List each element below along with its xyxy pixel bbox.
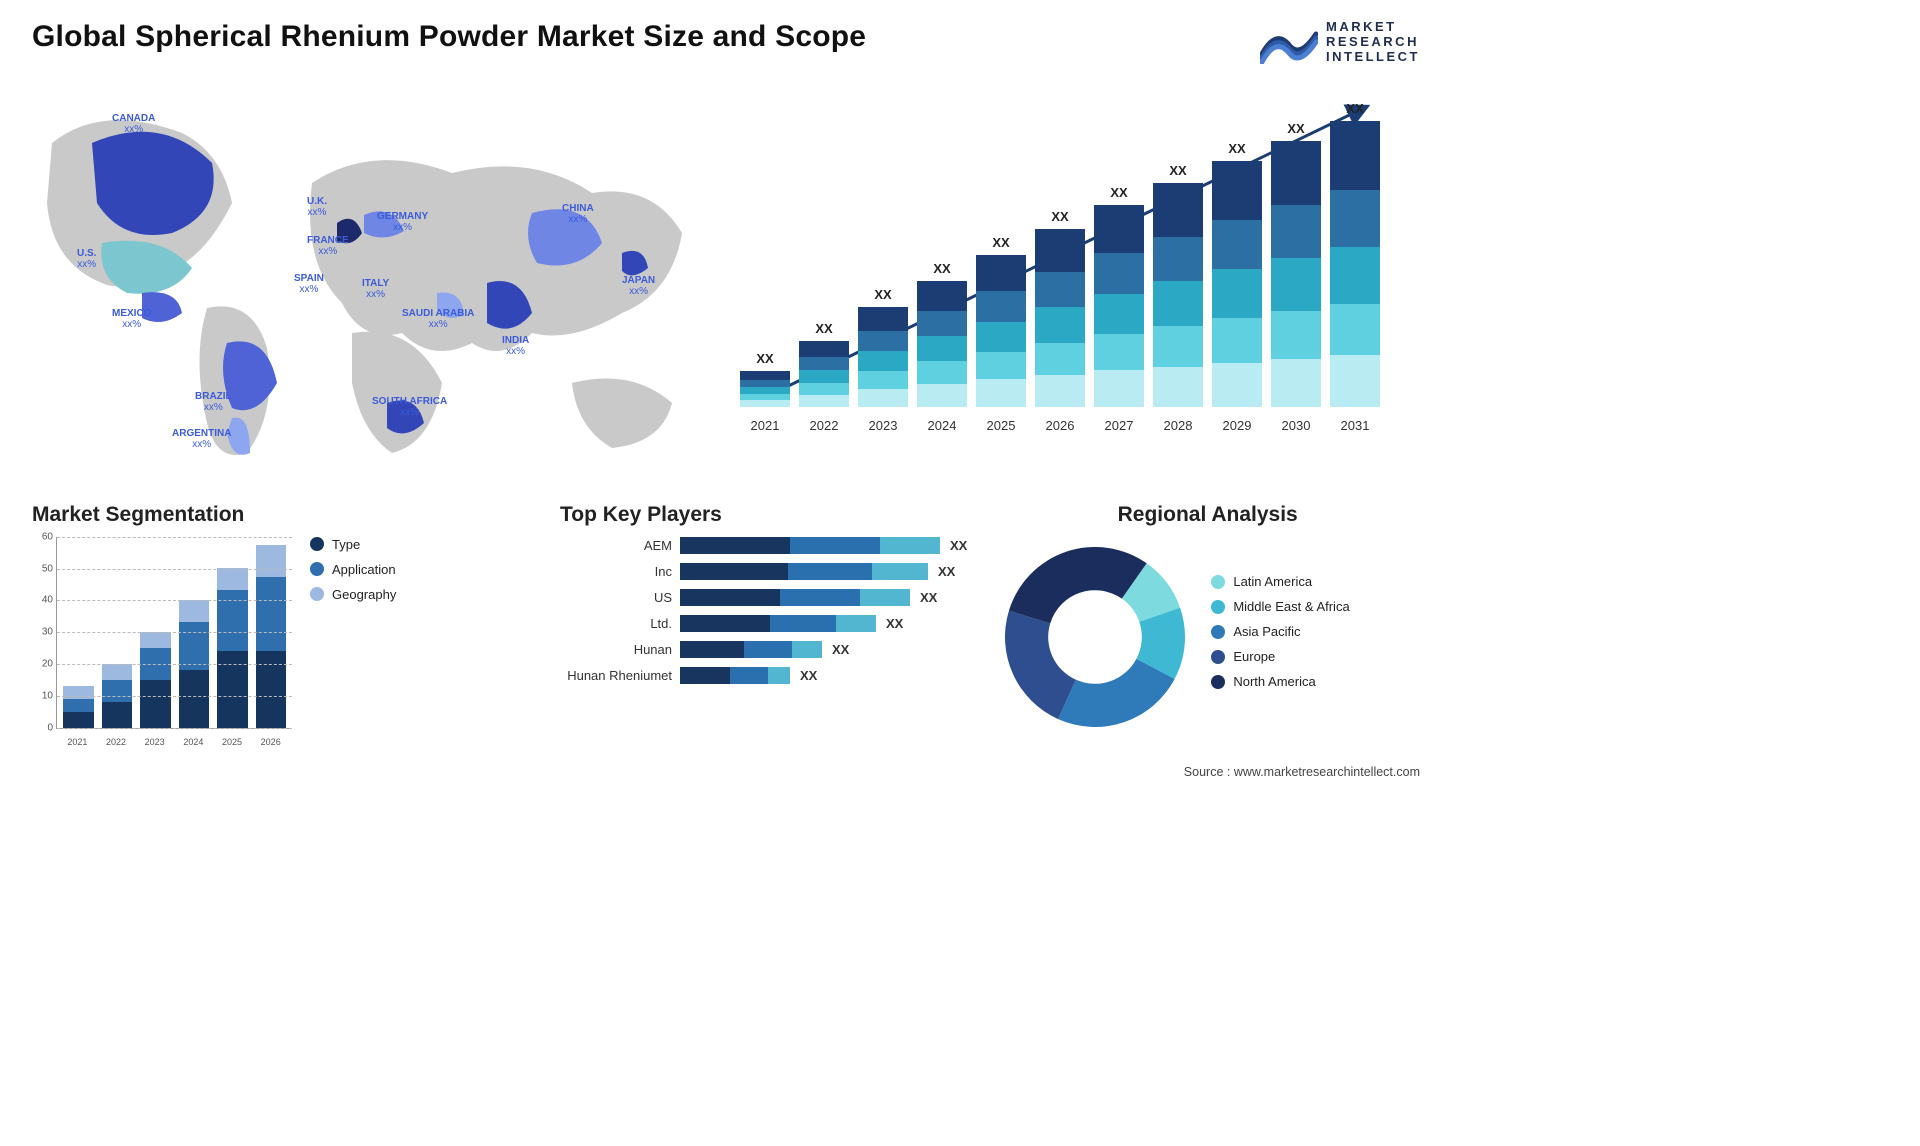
- logo-line2: RESEARCH: [1326, 35, 1420, 50]
- page-title: Global Spherical Rhenium Powder Market S…: [32, 20, 866, 54]
- players-panel: Top Key Players AEMXX IncXX USXX Ltd.XX Huna…: [560, 503, 967, 693]
- segmentation-bar: [217, 568, 248, 728]
- header: Global Spherical Rhenium Powder Market S…: [32, 20, 1420, 65]
- map-label: BRAZILxx%: [195, 391, 232, 413]
- source-attribution: Source : www.marketresearchintellect.com: [32, 765, 1420, 779]
- growth-bar: XX: [1271, 141, 1321, 407]
- map-label: ARGENTINAxx%: [172, 428, 231, 450]
- segmentation-chart: 0102030405060 202120222023202420252026: [32, 537, 292, 747]
- player-row: AEMXX: [560, 537, 967, 554]
- map-label: JAPANxx%: [622, 275, 655, 297]
- donut-slice: [1005, 610, 1076, 718]
- map-label: FRANCExx%: [307, 235, 349, 257]
- map-label: SPAINxx%: [294, 273, 324, 295]
- segmentation-panel: Market Segmentation 0102030405060 202120…: [32, 503, 532, 747]
- legend-item: Type: [310, 537, 396, 552]
- map-label: CANADAxx%: [112, 113, 155, 135]
- players-title: Top Key Players: [560, 503, 967, 527]
- growth-bar: XX: [1153, 183, 1203, 407]
- regional-donut-chart: [995, 537, 1195, 737]
- growth-bar: XX: [1212, 161, 1262, 407]
- map-label: GERMANYxx%: [377, 211, 428, 233]
- map-label: U.S.xx%: [77, 248, 96, 270]
- player-row: Ltd.XX: [560, 615, 967, 632]
- logo-line3: INTELLECT: [1326, 50, 1420, 65]
- growth-chart-panel: XXXXXXXXXXXXXXXXXXXXXX 20212022202320242…: [740, 83, 1420, 433]
- regional-panel: Regional Analysis Latin America Middle Ea…: [995, 503, 1420, 737]
- legend-item: Europe: [1211, 649, 1349, 664]
- segmentation-bar: [63, 686, 94, 728]
- regional-legend: Latin America Middle East & Africa Asia Pa…: [1211, 574, 1349, 699]
- growth-bar: XX: [976, 255, 1026, 407]
- player-row: USXX: [560, 589, 967, 606]
- legend-item: Middle East & Africa: [1211, 599, 1349, 614]
- legend-item: Geography: [310, 587, 396, 602]
- segmentation-title: Market Segmentation: [32, 503, 532, 527]
- growth-bar: XX: [1035, 229, 1085, 407]
- growth-bar: XX: [799, 341, 849, 407]
- map-label: CHINAxx%: [562, 203, 594, 225]
- growth-bar: XX: [740, 371, 790, 407]
- donut-slice: [1009, 547, 1147, 623]
- world-map-panel: CANADAxx% U.S.xx% MEXICOxx% BRAZILxx% ARGENT…: [32, 83, 712, 483]
- logo-line1: MARKET: [1326, 20, 1420, 35]
- growth-bar: XX: [858, 307, 908, 407]
- map-label: INDIAxx%: [502, 335, 529, 357]
- legend-item: Latin America: [1211, 574, 1349, 589]
- legend-item: Application: [310, 562, 396, 577]
- players-chart: AEMXX IncXX USXX Ltd.XX HunanXX Hunan Rhenium…: [560, 537, 967, 684]
- brand-logo: MARKET RESEARCH INTELLECT: [1260, 20, 1420, 65]
- map-label: SOUTH AFRICAxx%: [372, 396, 447, 418]
- player-row: Hunan RheniumetXX: [560, 667, 967, 684]
- player-row: HunanXX: [560, 641, 967, 658]
- segmentation-bar: [140, 632, 171, 728]
- growth-bar: XX: [917, 281, 967, 407]
- logo-wave-icon: [1260, 20, 1318, 64]
- map-label: SAUDI ARABIAxx%: [402, 308, 474, 330]
- player-row: IncXX: [560, 563, 967, 580]
- map-label: ITALYxx%: [362, 278, 389, 300]
- segmentation-legend: Type Application Geography: [310, 537, 396, 747]
- legend-item: North America: [1211, 674, 1349, 689]
- growth-bar: XX: [1330, 121, 1380, 407]
- segmentation-bar: [256, 545, 287, 727]
- map-label: MEXICOxx%: [112, 308, 151, 330]
- growth-bar: XX: [1094, 205, 1144, 407]
- map-label: U.K.xx%: [307, 196, 327, 218]
- legend-item: Asia Pacific: [1211, 624, 1349, 639]
- regional-title: Regional Analysis: [995, 503, 1420, 527]
